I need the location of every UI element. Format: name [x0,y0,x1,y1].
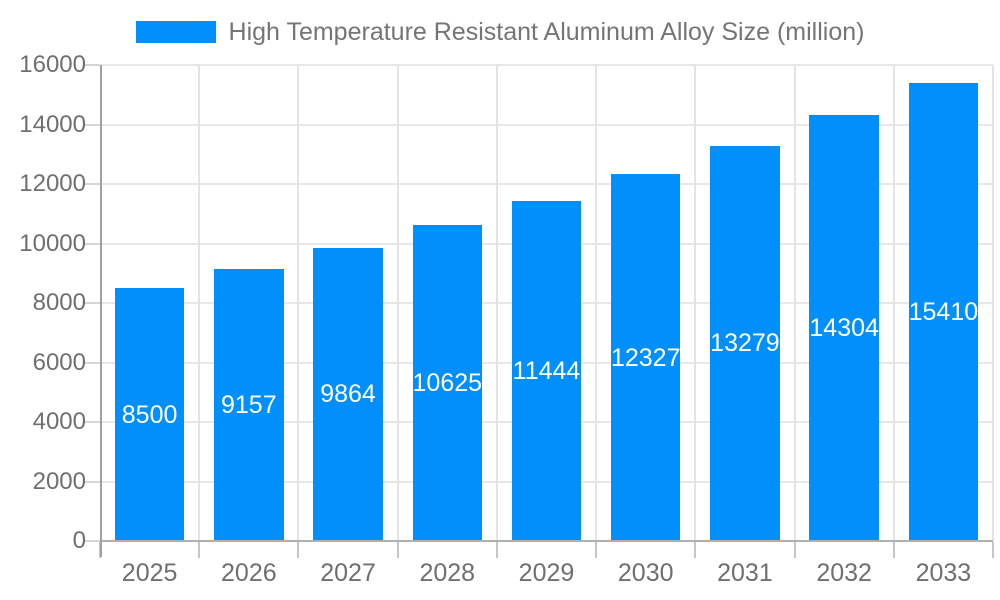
y-axis-label: 14000 [19,110,86,138]
gridline-vertical [297,65,300,541]
y-axis-label: 4000 [32,408,86,435]
gridline-vertical [992,65,994,541]
y-axis-label: 6000 [32,348,86,376]
gridline-vertical [396,65,399,541]
bar[interactable]: 11444 [511,200,582,541]
y-axis-tick [84,540,100,542]
y-axis-label: 2000 [32,467,86,495]
y-axis-tick [84,302,100,304]
gridline-horizontal [100,123,993,126]
gridline-horizontal [100,183,993,185]
bar[interactable]: 15410 [908,82,979,541]
x-axis-tick [495,542,498,558]
x-axis-tick [793,542,796,558]
gridline-vertical [694,65,697,541]
x-axis-tick [595,542,598,558]
y-axis-tick [84,64,100,66]
y-axis-label: 0 [72,527,86,554]
x-axis-tick [396,542,399,558]
y-axis-label: 8000 [32,289,86,316]
bar-value-label: 9157 [221,390,277,419]
x-axis-label: 2028 [419,559,476,587]
gridline-vertical [793,65,796,541]
y-axis-tick [84,361,100,364]
y-axis-tick [84,421,100,423]
bar-value-label: 15410 [908,297,979,326]
chart-legend-item[interactable]: High Temperature Resistant Aluminum Allo… [0,19,1000,45]
x-axis-line [100,540,993,542]
y-axis-tick [84,242,100,245]
bar-value-label: 13279 [710,329,780,358]
bar-value-label: 8500 [121,400,178,429]
x-axis-label: 2027 [320,559,376,587]
bar[interactable]: 9864 [313,247,383,541]
x-axis-tick [198,542,201,558]
bar[interactable]: 12327 [611,174,680,541]
gridline-vertical [495,65,498,541]
x-axis-tick [297,542,300,558]
x-axis-label: 2025 [121,559,178,587]
y-axis-tick [84,123,100,126]
bar[interactable]: 8500 [114,288,185,541]
x-axis-label: 2031 [717,559,773,587]
y-axis-label: 12000 [19,170,86,197]
gridline-vertical [595,65,598,541]
x-axis-label: 2033 [915,559,972,587]
gridline-vertical [892,65,895,541]
x-axis-label: 2030 [617,559,674,587]
bar-value-label: 11444 [512,356,581,385]
x-axis-tick [892,542,895,558]
x-axis-label: 2026 [221,559,277,587]
bar-value-label: 12327 [610,343,681,372]
y-axis-line [100,65,102,557]
plot-area: 8500 9157 9864 10625 11444 12327 13279 14304 154… [100,64,994,541]
x-axis-tick [694,542,697,558]
bar[interactable]: 13279 [710,145,780,541]
gridline-vertical [198,65,201,541]
legend-swatch-icon [135,21,216,43]
bar-value-label: 14304 [809,314,879,343]
bar-value-label: 9864 [320,380,376,409]
bar[interactable]: 14304 [809,115,879,541]
y-axis-tick [84,183,100,185]
bar[interactable]: 10625 [412,224,483,541]
x-axis-label: 2029 [518,559,575,587]
legend-label: High Temperature Resistant Aluminum Allo… [228,18,865,46]
y-axis-label: 10000 [19,229,86,257]
x-axis-tick [992,542,994,558]
bar-value-label: 10625 [412,368,483,397]
x-axis-label: 2032 [816,559,872,587]
y-axis-tick [84,480,100,483]
y-axis-label: 16000 [19,51,86,78]
bar[interactable]: 9157 [214,268,284,541]
gridline-horizontal [100,64,993,66]
